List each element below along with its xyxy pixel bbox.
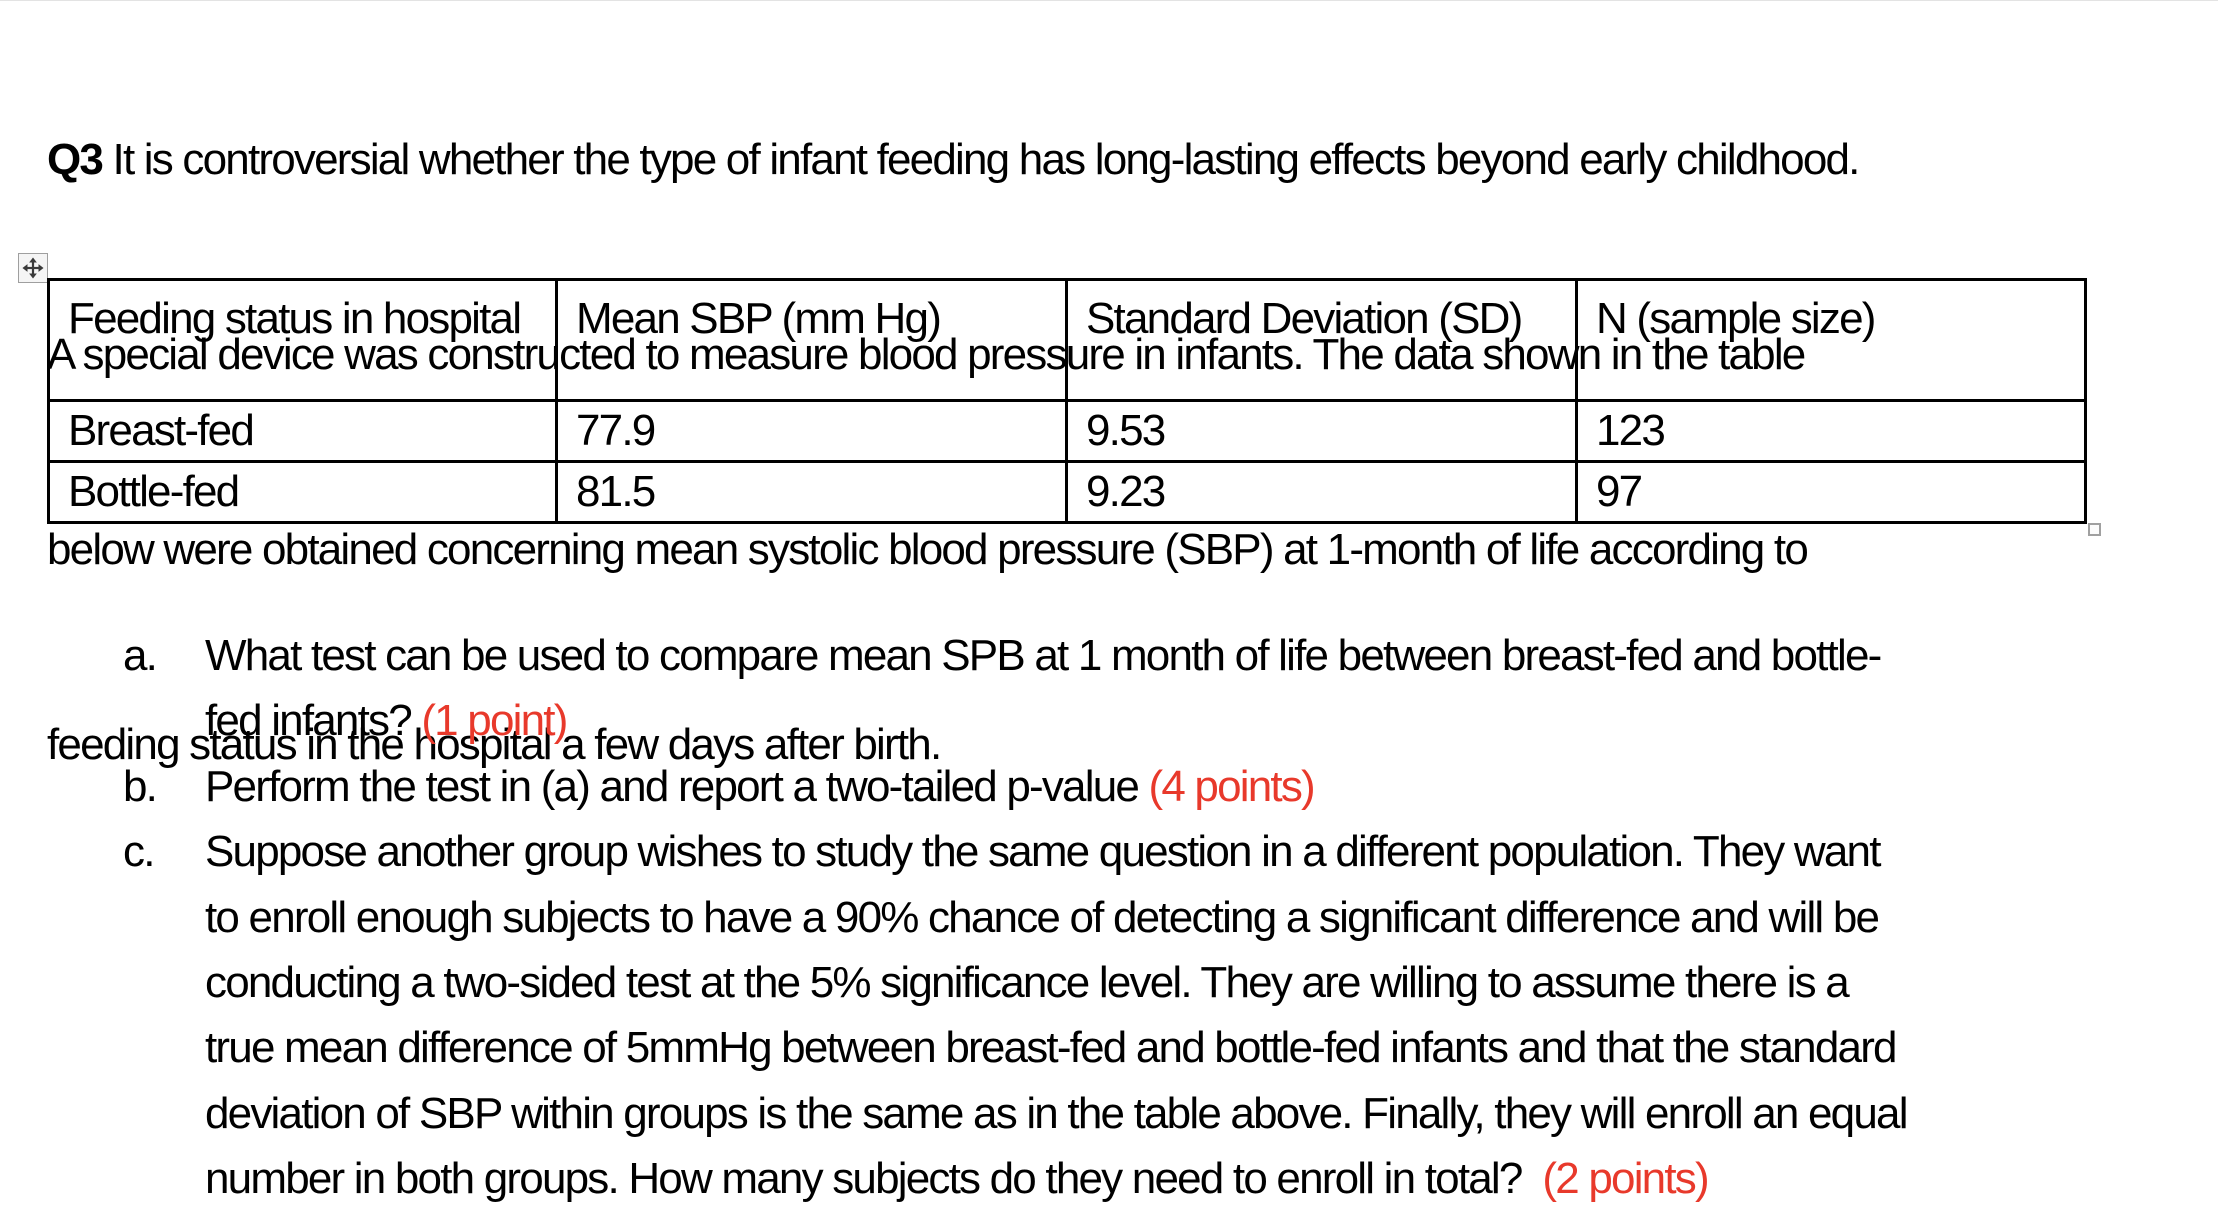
list-marker-empty: [123, 950, 205, 1015]
list-marker-a: a.: [123, 631, 158, 680]
question-b-line: b. Perform the test in (a) and report a …: [123, 754, 1907, 819]
list-marker-b: b.: [123, 761, 158, 811]
question-list: a. What test can be used to compare mean…: [123, 623, 1908, 1212]
points-label: (2 points): [1542, 1154, 1709, 1204]
intro-line: Q3 It is controversial whether the type …: [47, 127, 1861, 192]
question-c-text: conducting a two-sided test at the 5% si…: [205, 950, 1850, 1015]
four-way-move-arrow-icon: [22, 257, 44, 279]
cell-feeding-status: Bottle-fed: [47, 460, 558, 524]
cell-mean-sbp: 77.9: [555, 399, 1068, 463]
table-resize-handle[interactable]: [2088, 523, 2101, 536]
question-a-text: What test can be used to compare mean SP…: [205, 623, 1882, 688]
list-marker-empty: [123, 885, 205, 950]
question-a-line: fed infants? (1 point): [123, 688, 1907, 753]
points-label: (1 point): [421, 696, 568, 746]
cell-mean-sbp: 81.5: [555, 460, 1068, 524]
question-c-line: to enroll enough subjects to have a 90% …: [123, 885, 1907, 950]
intro-line: below were obtained concerning mean syst…: [47, 525, 1809, 574]
intro-line: feeding status in the hospital a few day…: [47, 720, 942, 769]
question-text: to enroll enough subjects to have a 90% …: [205, 892, 1880, 942]
question-text: What test can be used to compare mean SP…: [205, 631, 1882, 680]
question-text: number in both groups. How many subjects…: [205, 1154, 1543, 1204]
question-b-text: Perform the test in (a) and report a two…: [205, 754, 1316, 819]
question-text: Suppose another group wishes to study th…: [205, 827, 1881, 877]
cell-sd: 9.53: [1065, 399, 1578, 463]
question-c-text: number in both groups. How many subjects…: [205, 1146, 1710, 1211]
question-c-line: c. Suppose another group wishes to study…: [123, 819, 1907, 884]
intro-line-text: It is controversial whether the type of …: [102, 135, 1861, 184]
header-sample-size: N (sample size): [1575, 278, 2087, 402]
question-c-text: deviation of SBP within groups is the sa…: [205, 1081, 1908, 1146]
header-standard-deviation: Standard Deviation (SD): [1065, 278, 1578, 402]
question-c-line: number in both groups. How many subjects…: [123, 1146, 1907, 1211]
header-feeding-status: Feeding status in hospital: [47, 278, 558, 402]
question-text: deviation of SBP within groups is the sa…: [205, 1088, 1908, 1138]
question-text: conducting a two-sided test at the 5% si…: [205, 957, 1850, 1007]
table-move-handle[interactable]: [18, 253, 48, 283]
cell-n: 97: [1575, 460, 2087, 524]
sbp-data-table: Feeding status in hospital Mean SBP (mm …: [47, 278, 2087, 524]
cell-feeding-status: Breast-fed: [47, 399, 558, 463]
list-marker-empty: [123, 1081, 205, 1146]
list-marker-empty: [123, 1146, 205, 1211]
question-c-text: to enroll enough subjects to have a 90% …: [205, 885, 1880, 950]
question-text: Perform the test in (a) and report a two…: [205, 761, 1149, 811]
table-header-row: Feeding status in hospital Mean SBP (mm …: [47, 278, 2087, 402]
question-c-text: true mean difference of 5mmHg between br…: [205, 1015, 1898, 1080]
header-mean-sbp: Mean SBP (mm Hg): [555, 278, 1068, 402]
question-c-text: Suppose another group wishes to study th…: [205, 819, 1881, 884]
cell-sd: 9.23: [1065, 460, 1578, 524]
list-marker-empty: [123, 1015, 205, 1080]
question-a-text: fed infants? (1 point): [205, 688, 568, 753]
question-c-line: deviation of SBP within groups is the sa…: [123, 1081, 1908, 1146]
question-c-line: conducting a two-sided test at the 5% si…: [123, 950, 1907, 1015]
question-c-line: true mean difference of 5mmHg between br…: [123, 1015, 1907, 1080]
list-marker-c: c.: [123, 827, 155, 877]
question-number: Q3: [47, 135, 104, 184]
question-text: fed infants?: [205, 696, 422, 746]
table-row: Bottle-fed 81.5 9.23 97: [47, 460, 2087, 524]
cell-n: 123: [1575, 399, 2087, 463]
question-a-line: a. What test can be used to compare mean…: [123, 623, 1907, 688]
points-label: (4 points): [1148, 761, 1315, 811]
question-text: true mean difference of 5mmHg between br…: [205, 1023, 1898, 1073]
table-row: Breast-fed 77.9 9.53 123: [47, 399, 2087, 463]
list-marker-empty: [123, 688, 205, 753]
